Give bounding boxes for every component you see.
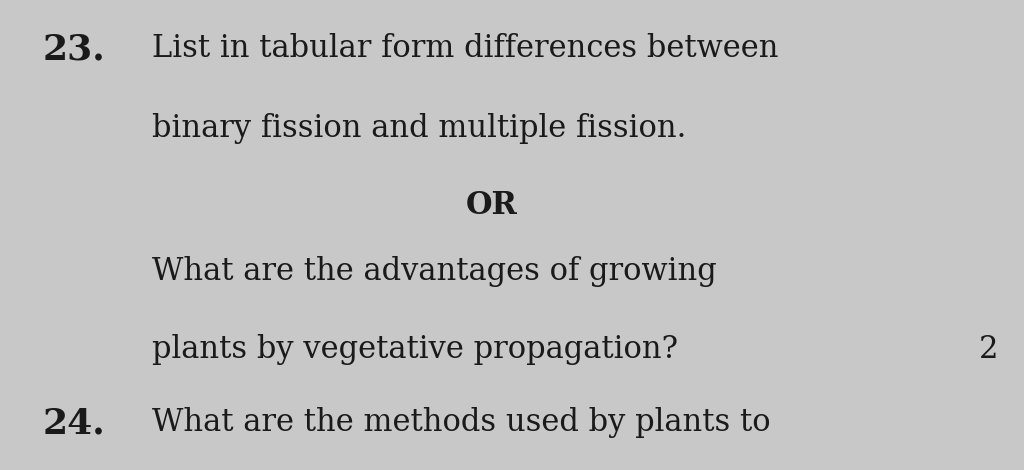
- Text: 23.: 23.: [43, 33, 105, 67]
- Text: What are the advantages of growing: What are the advantages of growing: [152, 256, 717, 287]
- Text: binary fission and multiple fission.: binary fission and multiple fission.: [152, 113, 686, 144]
- Text: OR: OR: [466, 190, 517, 221]
- Text: 24.: 24.: [43, 407, 105, 440]
- Text: 2: 2: [979, 334, 998, 365]
- Text: What are the methods used by plants to: What are the methods used by plants to: [152, 407, 770, 438]
- Text: List in tabular form differences between: List in tabular form differences between: [152, 33, 778, 64]
- Text: plants by vegetative propagation?: plants by vegetative propagation?: [152, 334, 678, 365]
